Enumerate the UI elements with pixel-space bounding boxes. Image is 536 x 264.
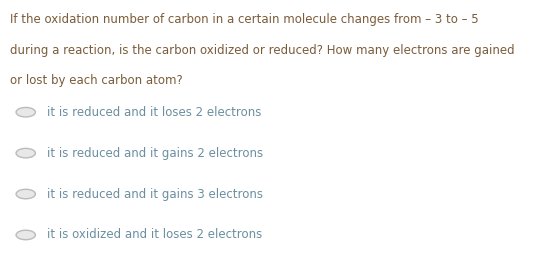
Circle shape	[16, 148, 35, 158]
Circle shape	[16, 189, 35, 199]
Circle shape	[16, 230, 35, 240]
Text: during a reaction, is the carbon oxidized or reduced? How many electrons are gai: during a reaction, is the carbon oxidize…	[10, 44, 514, 56]
Circle shape	[16, 107, 35, 117]
Text: or lost by each carbon atom?: or lost by each carbon atom?	[10, 74, 182, 87]
Text: it is reduced and it loses 2 electrons: it is reduced and it loses 2 electrons	[47, 106, 262, 119]
Text: it is oxidized and it loses 2 electrons: it is oxidized and it loses 2 electrons	[47, 228, 263, 242]
Text: If the oxidation number of carbon in a certain molecule changes from – 3 to – 5: If the oxidation number of carbon in a c…	[10, 13, 478, 26]
Text: it is reduced and it gains 3 electrons: it is reduced and it gains 3 electrons	[47, 187, 263, 201]
Text: it is reduced and it gains 2 electrons: it is reduced and it gains 2 electrons	[47, 147, 263, 160]
